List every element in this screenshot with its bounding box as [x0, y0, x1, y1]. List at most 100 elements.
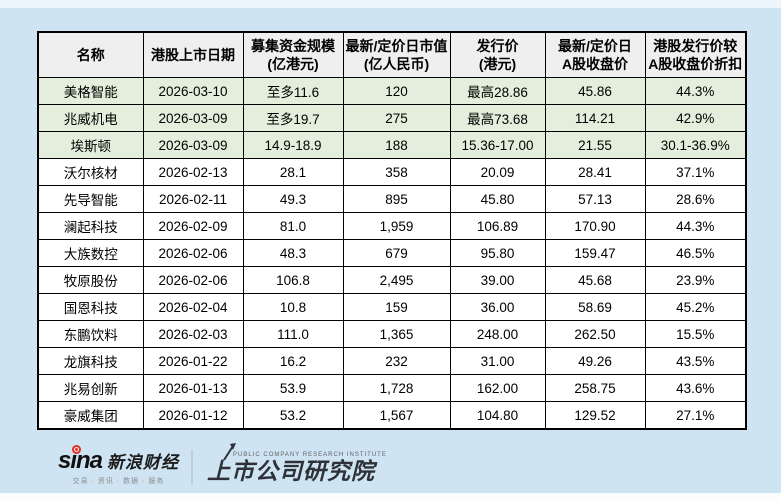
table-cell: 1,365 [342, 320, 451, 348]
table-cell: 2026-01-13 [142, 374, 244, 402]
logo-divider [191, 450, 194, 484]
table-cell: 1,567 [342, 401, 451, 430]
table-row: 澜起科技 2026-02-09 81.0 1,959 106.89 170.90 44.3% [37, 212, 747, 240]
table-cell: 262.50 [544, 320, 646, 348]
table-cell: 2026-02-06 [142, 239, 244, 267]
footer-logos: sina 新浪财经 交易 · 资讯 · 数据 · 服务 PUBLIC COMPA… [58, 442, 387, 490]
table-cell: 37.1% [644, 158, 747, 186]
table-cell: 159 [342, 293, 451, 321]
table-cell: 45.80 [449, 185, 546, 213]
table-cell: 大族数控 [37, 239, 144, 267]
column-header: 募集资金规模 (亿港元) [242, 31, 344, 78]
table-cell: 15.5% [644, 320, 747, 348]
table-row: 先导智能 2026-02-11 49.3 895 45.80 57.13 28.6% [37, 185, 747, 213]
table-cell: 188 [342, 131, 451, 159]
institute-name: 上市公司研究院 [207, 457, 376, 484]
table-row: 国恩科技 2026-02-04 10.8 159 36.00 58.69 45.2% [37, 293, 747, 321]
institute-subtitle: PUBLIC COMPANY RESEARCH INSTITUTE [233, 451, 387, 458]
column-header: 最新/定价日市值 (亿人民币) [342, 31, 451, 78]
table-cell: 36.00 [449, 293, 546, 321]
table-cell: 95.80 [449, 239, 546, 267]
table-cell: 106.89 [449, 212, 546, 240]
table-cell: 先导智能 [37, 185, 144, 213]
table-cell: 国恩科技 [37, 293, 144, 321]
column-header: 港股发行价较 A股收盘价折扣 [644, 31, 747, 78]
table-cell: 东鹏饮料 [37, 320, 144, 348]
top-edge [0, 0, 781, 8]
header-row: 名称 港股上市日期 募集资金规模 (亿港元) 最新/定价日市值 (亿人民币) 发行价 (… [37, 31, 747, 78]
table-row: 龙旗科技 2026-01-22 16.2 232 31.00 49.26 43.5% [37, 347, 747, 375]
sina-wordmark: sina [58, 445, 103, 474]
table-cell: 30.1-36.9% [644, 131, 747, 159]
table-cell: 275 [342, 104, 451, 132]
table-cell: 28.6% [644, 185, 747, 213]
sina-finance-logo: sina 新浪财经 交易 · 资讯 · 数据 · 服务 [58, 445, 180, 486]
bottom-edge [0, 493, 781, 502]
sina-wordmark-text: sina [58, 447, 103, 474]
column-header: 名称 [37, 31, 144, 78]
table-cell: 14.9-18.9 [242, 131, 344, 159]
table-cell: 10.8 [242, 293, 344, 321]
table-cell: 49.3 [242, 185, 344, 213]
table-cell: 42.9% [644, 104, 747, 132]
hk-ipo-discount-table: 名称 港股上市日期 募集资金规模 (亿港元) 最新/定价日市值 (亿人民币) 发行价 (… [37, 31, 747, 430]
table-cell: 兆易创新 [37, 374, 144, 402]
sina-brand-text: 新浪财经 [107, 453, 180, 472]
arrow-icon [223, 442, 237, 461]
table-cell: 2026-01-12 [142, 401, 244, 430]
table-cell: 豪威集团 [37, 401, 144, 430]
table-cell: 2026-02-03 [142, 320, 244, 348]
table-cell: 21.55 [544, 131, 646, 159]
table-cell: 最高28.86 [449, 77, 546, 105]
table-cell: 53.9 [242, 374, 344, 402]
table-cell: 沃尔核材 [37, 158, 144, 186]
table-cell: 28.41 [544, 158, 646, 186]
table-cell: 16.2 [242, 347, 344, 375]
table-cell: 48.3 [242, 239, 344, 267]
table-cell: 2026-02-13 [142, 158, 244, 186]
table-row: 沃尔核材 2026-02-13 28.1 358 20.09 28.41 37.1% [37, 158, 747, 186]
table-cell: 45.2% [644, 293, 747, 321]
table-cell: 2026-02-11 [142, 185, 244, 213]
table-cell: 澜起科技 [37, 212, 144, 240]
table-cell: 27.1% [644, 401, 747, 430]
table-cell: 170.90 [544, 212, 646, 240]
column-header: 港股上市日期 [142, 31, 244, 78]
table-cell: 23.9% [644, 266, 747, 294]
table-cell: 104.80 [449, 401, 546, 430]
table-cell: 45.86 [544, 77, 646, 105]
table-cell: 258.75 [544, 374, 646, 402]
table-cell: 最高73.68 [449, 104, 546, 132]
table-cell: 58.69 [544, 293, 646, 321]
table-cell: 81.0 [242, 212, 344, 240]
table-cell: 2026-01-22 [142, 347, 244, 375]
table-row: 兆易创新 2026-01-13 53.9 1,728 162.00 258.75 43.6% [37, 374, 747, 402]
table-cell: 49.26 [544, 347, 646, 375]
column-header: 发行价 (港元) [449, 31, 546, 78]
table-cell: 美格智能 [37, 77, 144, 105]
table-cell: 46.5% [644, 239, 747, 267]
table-cell: 20.09 [449, 158, 546, 186]
table-cell: 44.3% [644, 212, 747, 240]
table-cell: 2026-03-09 [142, 131, 244, 159]
research-institute-logo: PUBLIC COMPANY RESEARCH INSTITUTE 上市公司研究… [207, 442, 387, 484]
table-cell: 895 [342, 185, 451, 213]
table-cell: 28.1 [242, 158, 344, 186]
table-cell: 106.8 [242, 266, 344, 294]
table-cell: 1,728 [342, 374, 451, 402]
table-cell: 679 [342, 239, 451, 267]
table-cell: 114.21 [544, 104, 646, 132]
table-cell: 至多19.7 [242, 104, 344, 132]
table-cell: 232 [342, 347, 451, 375]
table-cell: 2026-03-10 [142, 77, 244, 105]
table-row: 美格智能 2026-03-10 至多11.6 120 最高28.86 45.86 44.3% [37, 77, 747, 105]
table-cell: 111.0 [242, 320, 344, 348]
table-body: 美格智能 2026-03-10 至多11.6 120 最高28.86 45.86 44.3%… [37, 77, 747, 430]
table-cell: 44.3% [644, 77, 747, 105]
table-cell: 2026-02-06 [142, 266, 244, 294]
table-row: 大族数控 2026-02-06 48.3 679 95.80 159.47 46.5% [37, 239, 747, 267]
table-cell: 2026-03-09 [142, 104, 244, 132]
table-row: 牧原股份 2026-02-06 106.8 2,495 39.00 45.68 23.9% [37, 266, 747, 294]
table-cell: 1,959 [342, 212, 451, 240]
table-row: 埃斯顿 2026-03-09 14.9-18.9 188 15.36-17.00 21.5… [37, 131, 747, 159]
